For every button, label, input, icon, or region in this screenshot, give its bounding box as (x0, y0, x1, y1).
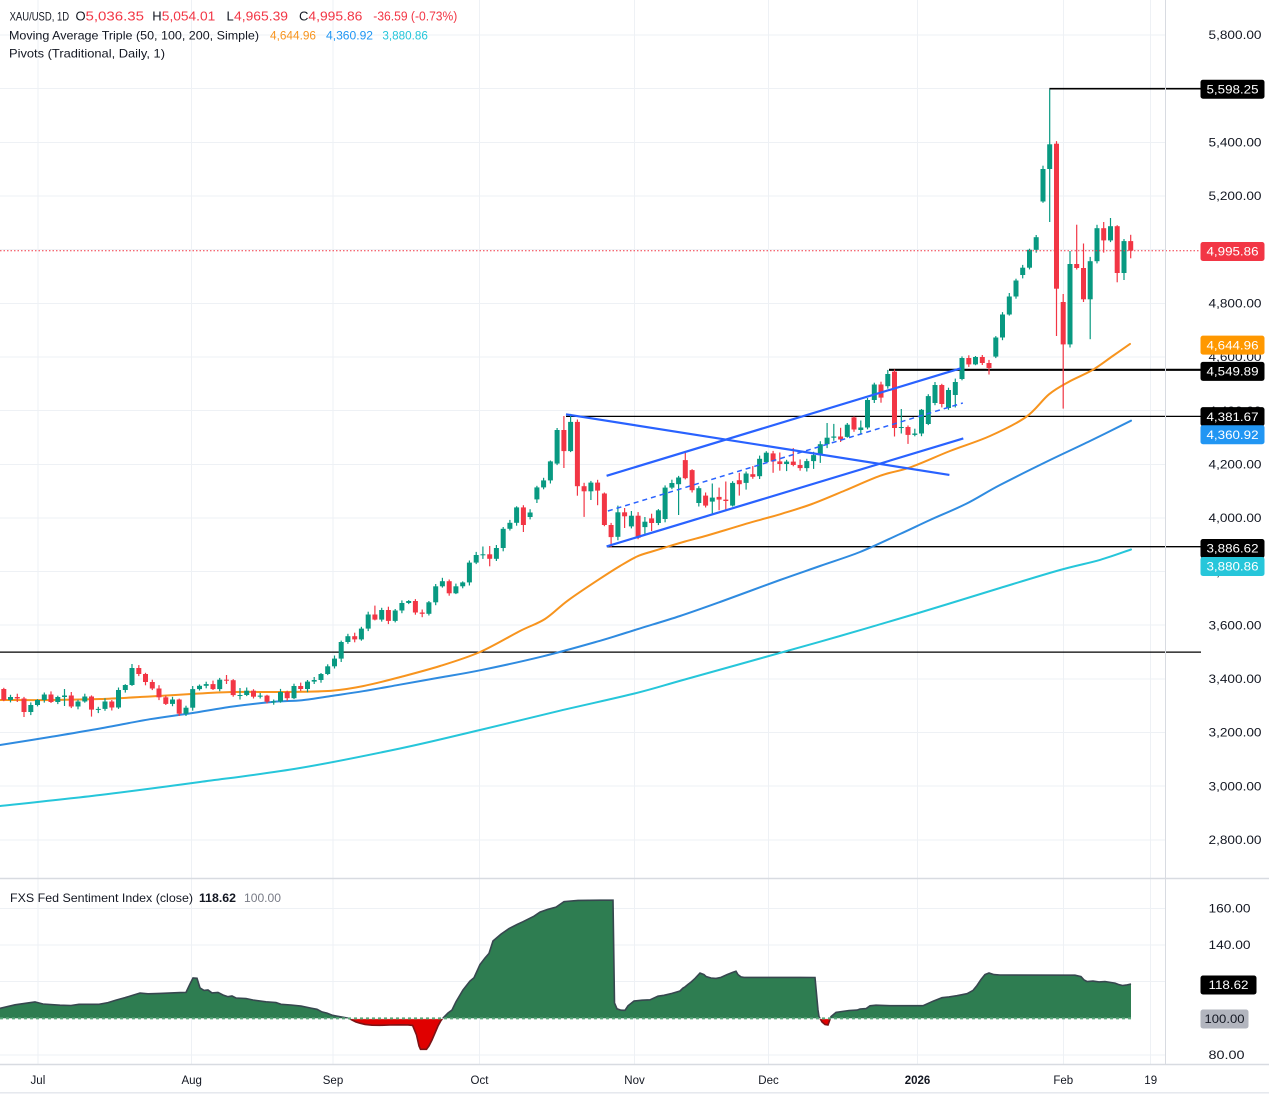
svg-text:C: C (299, 9, 308, 24)
svg-text:5,598.25: 5,598.25 (1207, 82, 1259, 96)
svg-text:O: O (76, 9, 86, 24)
svg-text:4,360.92: 4,360.92 (1207, 428, 1259, 442)
svg-text:4,965.39: 4,965.39 (234, 9, 288, 24)
svg-text:5,800.00: 5,800.00 (1209, 28, 1262, 42)
svg-text:140.00: 140.00 (1209, 938, 1251, 952)
svg-text:H: H (152, 9, 161, 24)
svg-text:Jul: Jul (31, 1075, 46, 1087)
svg-text:4,000.00: 4,000.00 (1209, 511, 1262, 525)
svg-text:Pivots (Traditional, Daily, 1): Pivots (Traditional, Daily, 1) (9, 47, 165, 61)
svg-text:L: L (227, 9, 234, 24)
svg-text:3,000.00: 3,000.00 (1209, 779, 1262, 793)
svg-text:4,800.00: 4,800.00 (1209, 297, 1262, 311)
svg-text:FXS Fed Sentiment Index (close: FXS Fed Sentiment Index (close) (10, 891, 193, 905)
svg-text:160.00: 160.00 (1209, 902, 1251, 916)
svg-text:3,600.00: 3,600.00 (1209, 618, 1262, 632)
svg-text:5,400.00: 5,400.00 (1209, 136, 1262, 150)
svg-text:Moving Average Triple (50, 100: Moving Average Triple (50, 100, 200, Sim… (9, 29, 259, 43)
svg-text:2,800.00: 2,800.00 (1209, 833, 1262, 847)
svg-text:3,400.00: 3,400.00 (1209, 672, 1262, 686)
svg-text:80.00: 80.00 (1209, 1048, 1245, 1062)
svg-text:100.00: 100.00 (244, 891, 281, 905)
svg-text:118.62: 118.62 (199, 891, 236, 905)
svg-text:4,995.86: 4,995.86 (308, 9, 362, 24)
svg-text:Nov: Nov (624, 1075, 645, 1087)
svg-text:4,200.00: 4,200.00 (1209, 458, 1262, 472)
svg-text:4,360.92: 4,360.92 (326, 29, 373, 43)
svg-text:4,644.96: 4,644.96 (270, 29, 316, 43)
svg-text:19: 19 (1144, 1075, 1157, 1087)
svg-text:Sep: Sep (323, 1075, 343, 1087)
svg-text:118.62: 118.62 (1209, 978, 1249, 992)
svg-text:3,880.86: 3,880.86 (382, 29, 428, 43)
svg-text:4,549.89: 4,549.89 (1207, 365, 1259, 379)
svg-text:4,381.67: 4,381.67 (1207, 410, 1259, 424)
svg-text:100.00: 100.00 (1205, 1012, 1245, 1026)
svg-text:Feb: Feb (1053, 1075, 1073, 1087)
svg-text:3,880.86: 3,880.86 (1207, 560, 1259, 574)
svg-text:5,200.00: 5,200.00 (1209, 189, 1262, 203)
svg-text:Oct: Oct (471, 1075, 490, 1087)
svg-text:5,054.01: 5,054.01 (162, 9, 216, 24)
svg-text:4,644.96: 4,644.96 (1207, 338, 1259, 352)
svg-text:Dec: Dec (758, 1075, 779, 1087)
svg-text:Aug: Aug (181, 1075, 201, 1087)
svg-text:3,200.00: 3,200.00 (1209, 726, 1262, 740)
svg-text:XAU/USD, 1D: XAU/USD, 1D (10, 10, 70, 24)
svg-text:2026: 2026 (905, 1075, 931, 1087)
svg-text:5,036.35: 5,036.35 (86, 9, 145, 24)
svg-text:-36.59 (-0.73%): -36.59 (-0.73%) (373, 9, 457, 24)
svg-text:3,886.62: 3,886.62 (1207, 542, 1259, 556)
svg-text:4,995.86: 4,995.86 (1207, 245, 1259, 259)
